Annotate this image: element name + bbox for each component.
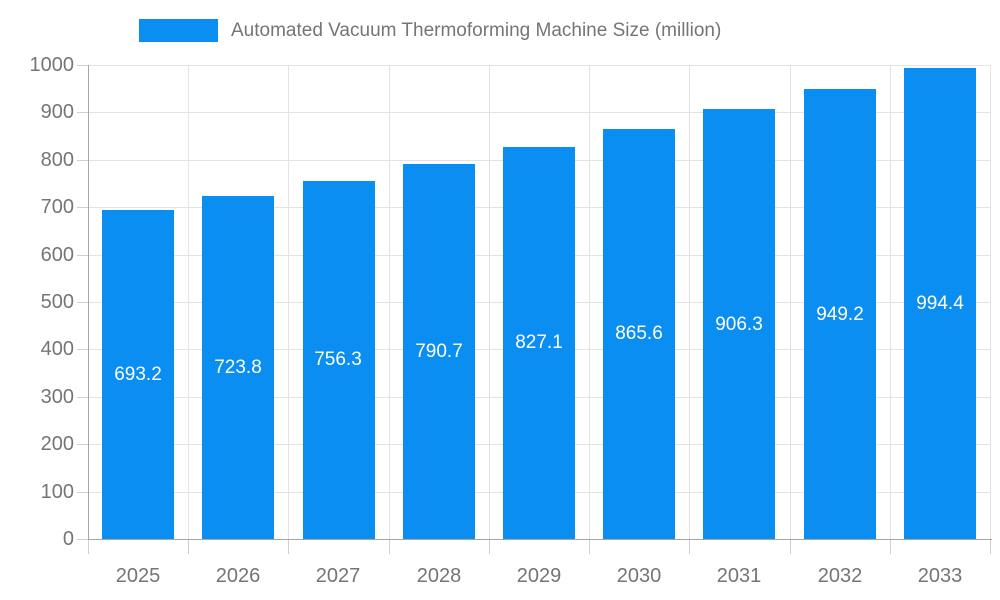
y-axis-label: 1000 bbox=[29, 54, 75, 76]
gridline-vertical bbox=[990, 65, 991, 539]
y-axis-label: 300 bbox=[40, 386, 74, 408]
x-axis-tick bbox=[188, 539, 189, 554]
y-axis-label: 0 bbox=[62, 528, 74, 550]
x-axis-tick bbox=[489, 539, 490, 554]
x-axis-label: 2026 bbox=[215, 565, 261, 587]
bar bbox=[403, 164, 475, 539]
bar bbox=[904, 68, 976, 539]
y-axis-label: 700 bbox=[40, 196, 74, 218]
bar-value-label: 693.2 bbox=[114, 364, 162, 385]
x-axis-tick bbox=[790, 539, 791, 554]
y-axis-tick bbox=[77, 444, 88, 445]
gridline-vertical bbox=[890, 65, 891, 539]
y-axis-tick bbox=[77, 207, 88, 208]
legend-swatch[interactable] bbox=[139, 19, 218, 42]
y-axis-label: 200 bbox=[40, 433, 74, 455]
y-axis-tick bbox=[77, 349, 88, 350]
x-axis-label: 2028 bbox=[416, 565, 462, 587]
bar bbox=[703, 109, 775, 539]
y-axis-label: 400 bbox=[40, 338, 74, 360]
gridline-vertical bbox=[288, 65, 289, 539]
bar bbox=[503, 147, 575, 539]
x-axis-label: 2030 bbox=[616, 565, 662, 587]
y-axis-tick bbox=[77, 397, 88, 398]
x-axis-tick bbox=[389, 539, 390, 554]
bar-value-label: 790.7 bbox=[415, 341, 463, 362]
gridline-vertical bbox=[489, 65, 490, 539]
bar-value-label: 723.8 bbox=[214, 357, 262, 378]
x-axis-label: 2032 bbox=[817, 565, 863, 587]
y-axis-line bbox=[88, 65, 89, 539]
bar bbox=[303, 181, 375, 539]
bar-value-label: 865.6 bbox=[615, 323, 663, 344]
y-axis-label: 800 bbox=[40, 149, 74, 171]
y-axis-tick bbox=[77, 255, 88, 256]
x-axis-tick bbox=[689, 539, 690, 554]
bar-value-label: 994.4 bbox=[916, 293, 964, 314]
bar bbox=[804, 89, 876, 539]
gridline-horizontal bbox=[88, 65, 990, 66]
x-axis-tick bbox=[890, 539, 891, 554]
gridline-horizontal bbox=[88, 112, 990, 113]
bar-value-label: 949.2 bbox=[816, 304, 864, 325]
x-axis-tick bbox=[288, 539, 289, 554]
bar-value-label: 906.3 bbox=[715, 314, 763, 335]
gridline-vertical bbox=[589, 65, 590, 539]
y-axis-tick bbox=[77, 302, 88, 303]
gridline-vertical bbox=[689, 65, 690, 539]
x-axis-label: 2033 bbox=[917, 565, 963, 587]
gridline-vertical bbox=[790, 65, 791, 539]
bar bbox=[102, 210, 174, 539]
x-axis-label: 2031 bbox=[716, 565, 762, 587]
y-axis-tick bbox=[77, 112, 88, 113]
bar bbox=[603, 129, 675, 539]
x-axis-tick bbox=[589, 539, 590, 554]
gridline-vertical bbox=[389, 65, 390, 539]
x-axis-label: 2029 bbox=[516, 565, 562, 587]
x-axis-line bbox=[88, 539, 992, 540]
x-axis-tick bbox=[990, 539, 991, 554]
bar-value-label: 827.1 bbox=[515, 332, 563, 353]
gridline-vertical bbox=[188, 65, 189, 539]
y-axis-tick bbox=[77, 492, 88, 493]
bar-value-label: 756.3 bbox=[314, 349, 362, 370]
y-axis-label: 500 bbox=[40, 291, 74, 313]
bar bbox=[202, 196, 274, 539]
y-axis-label: 600 bbox=[40, 244, 74, 266]
x-axis-tick bbox=[88, 539, 89, 554]
legend-label[interactable]: Automated Vacuum Thermoforming Machine S… bbox=[231, 19, 722, 41]
y-axis-tick bbox=[77, 160, 88, 161]
y-axis-tick bbox=[77, 65, 88, 66]
x-axis-label: 2025 bbox=[115, 565, 161, 587]
y-axis-tick bbox=[77, 539, 88, 540]
x-axis-label: 2027 bbox=[315, 565, 361, 587]
chart-legend: Automated Vacuum Thermoforming Machine S… bbox=[139, 19, 721, 42]
y-axis-label: 900 bbox=[40, 101, 74, 123]
y-axis-label: 100 bbox=[40, 481, 74, 503]
